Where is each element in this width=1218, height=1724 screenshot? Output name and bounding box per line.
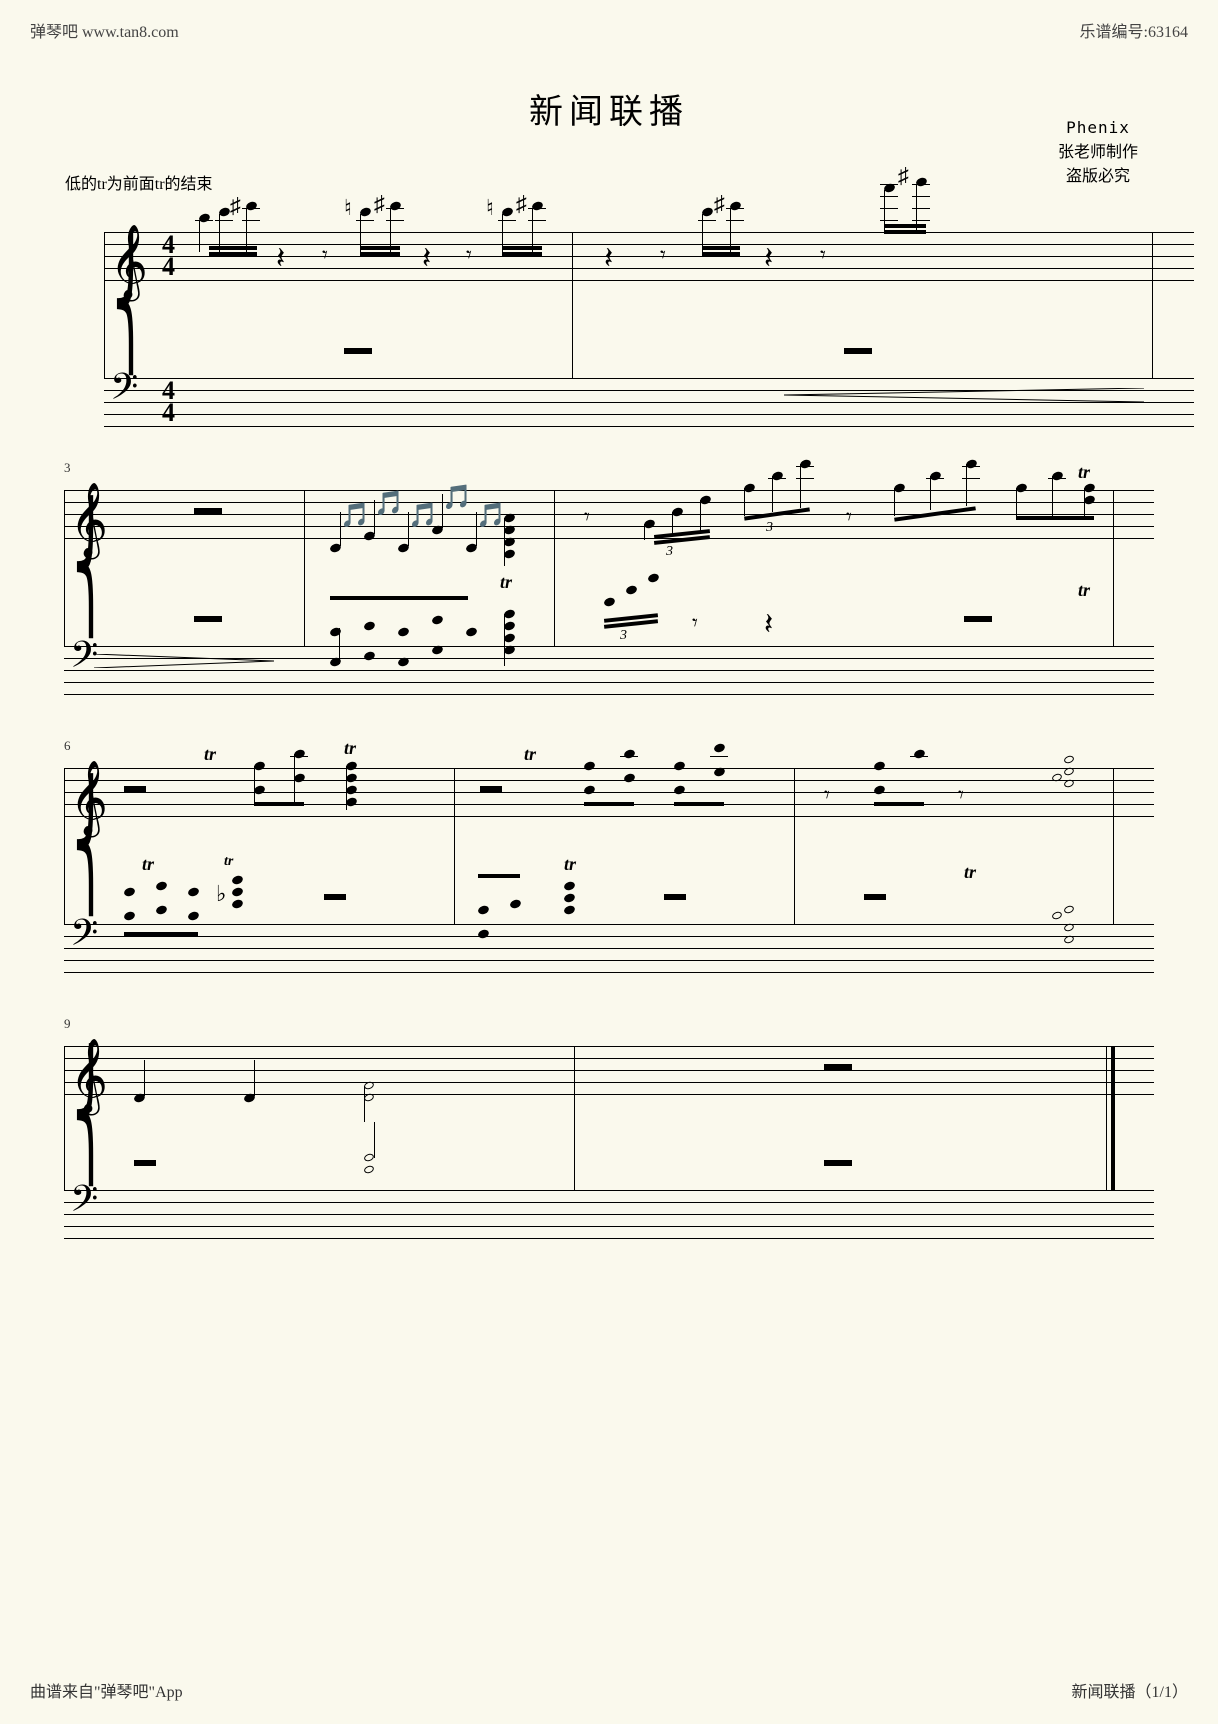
page-header: 弹琴吧 www.tan8.com 乐谱编号:63164 (0, 0, 1218, 42)
whole-rest (344, 348, 372, 354)
quarter-rest-icon: 𝄽 (276, 242, 285, 276)
quarter-rest-icon: 𝄽 (604, 242, 613, 276)
eighth-rest-icon: 𝄾 (692, 610, 698, 636)
music-score: ⎨ 𝄞 44 𝄢 44 ♯ 𝄽 𝄾 (64, 210, 1154, 1262)
trill-mark: tr (1078, 462, 1090, 483)
eighth-rest-icon: 𝄾 (820, 242, 826, 268)
treble-staff: 𝄞 (64, 768, 1154, 816)
half-rest (964, 616, 992, 622)
trill-mark: tr (564, 854, 576, 875)
whole-rest (824, 1064, 852, 1070)
tuplet-3: 3 (620, 628, 627, 644)
trill-mark: tr (1078, 580, 1090, 601)
whole-rest (194, 616, 222, 622)
half-rest (864, 894, 886, 900)
trill-mark: tr (204, 744, 216, 765)
system-1: ⎨ 𝄞 44 𝄢 44 ♯ 𝄽 𝄾 (64, 210, 1154, 410)
eighth-rest-icon: 𝄾 (466, 242, 472, 268)
measure-number: 3 (64, 460, 71, 476)
measure-number: 9 (64, 1016, 71, 1032)
footer-page: 新闻联播（1/1） (1072, 1678, 1188, 1702)
eighth-rest-icon: 𝄾 (958, 782, 964, 808)
half-rest (324, 894, 346, 900)
quarter-rest-icon: 𝄽 (764, 242, 773, 276)
whole-rest (194, 508, 222, 514)
eighth-rest-icon: 𝄾 (584, 504, 590, 530)
credit-line-1: Phenix (1058, 116, 1138, 140)
bass-staff: 𝄢 (64, 1190, 1154, 1238)
score-id-label: 乐谱编号:63164 (1080, 18, 1188, 42)
eighth-rest-icon: 𝄾 (846, 504, 852, 530)
whole-rest (824, 1160, 852, 1166)
measure-number: 6 (64, 738, 71, 754)
credit-line-3: 盗版必究 (1058, 164, 1138, 188)
half-rest (480, 786, 502, 792)
treble-staff: 𝄞 (64, 490, 1154, 538)
time-signature-bass: 44 (162, 380, 175, 424)
trill-mark: tr (964, 862, 976, 883)
system-2: 3 ⎨ 𝄞 𝄢 🎵 🎵 🎵 🎵 🎵 tr (64, 468, 1154, 688)
time-signature: 44 (162, 234, 175, 278)
half-rest (134, 1160, 156, 1166)
crescendo-icon (784, 388, 1144, 402)
treble-staff: 𝄞 (64, 1046, 1154, 1094)
trill-mark: tr (344, 738, 356, 759)
eighth-rest-icon: 𝄾 (660, 242, 666, 268)
performance-note: 低的tr为前面tr的结束 (65, 170, 213, 194)
bass-staff: 𝄢 (64, 924, 1154, 972)
trill-mark: tr (142, 854, 154, 875)
trill-mark: tr (224, 854, 233, 870)
eighth-rest-icon: 𝄾 (824, 782, 830, 808)
decrescendo-icon (94, 654, 274, 668)
eighth-rest-icon: 𝄾 (322, 242, 328, 268)
quarter-rest-icon: 𝄽 (764, 608, 773, 642)
quarter-rest-icon: 𝄽 (422, 242, 431, 276)
score-title: 新闻联播 (0, 84, 1218, 133)
tuplet-3: 3 (666, 544, 673, 560)
system-3: 6 ⎨ 𝄞 𝄢 tr tr tr (64, 746, 1154, 966)
half-rest (124, 786, 146, 792)
treble-staff: 𝄞 44 (104, 232, 1194, 280)
half-rest (664, 894, 686, 900)
system-4: 9 ⎨ 𝄞 𝄢 (64, 1024, 1154, 1204)
bass-staff: 𝄢 44 (104, 378, 1194, 426)
trill-mark: tr (500, 572, 512, 593)
tuplet-3: 3 (766, 520, 773, 536)
whole-rest (844, 348, 872, 354)
footer-source: 曲谱来自"弹琴吧"App (30, 1678, 183, 1702)
credits-block: Phenix 张老师制作 盗版必究 (1058, 116, 1138, 188)
page-footer: 曲谱来自"弹琴吧"App 新闻联播（1/1） (0, 1678, 1218, 1702)
trill-mark: tr (524, 744, 536, 765)
site-label: 弹琴吧 www.tan8.com (30, 18, 179, 42)
credit-line-2: 张老师制作 (1058, 140, 1138, 164)
